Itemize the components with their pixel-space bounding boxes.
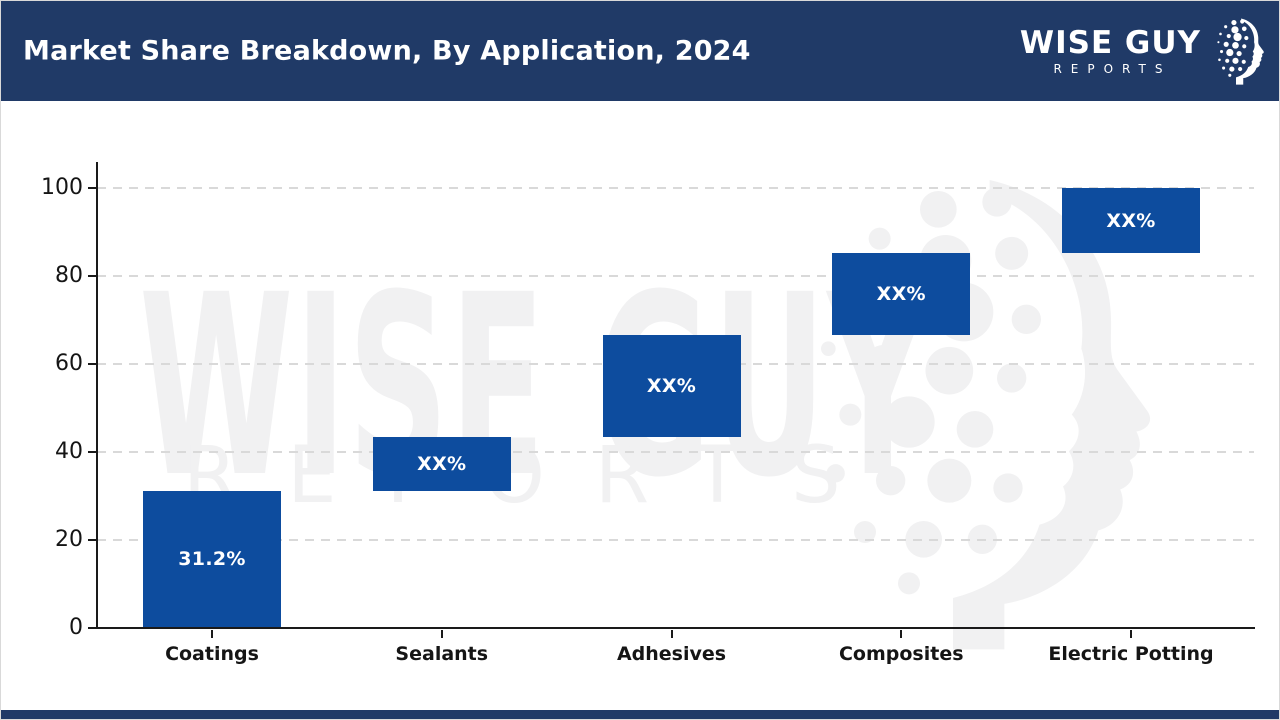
x-category-label: Sealants [395, 643, 489, 665]
y-tick-80 [88, 275, 97, 277]
logo-wordmark: WISE GUY [1019, 24, 1201, 61]
bar-value-label: XX% [876, 283, 926, 306]
bar-electric-potting: XX% [1062, 188, 1200, 254]
bar-adhesives: XX% [602, 335, 741, 437]
header-bar: Market Share Breakdown, By Application, … [1, 1, 1279, 101]
x-axis-line [96, 627, 1255, 629]
bar-sealants: XX% [372, 436, 511, 491]
x-category-label: Adhesives [616, 643, 727, 665]
y-axis-line [96, 162, 98, 629]
bar-coatings: 31.2% [143, 490, 281, 628]
gridline-20 [97, 539, 1254, 541]
x-tick-2 [670, 630, 673, 638]
bar-value-label: XX% [1106, 209, 1156, 232]
watermark-wordmark: WISE GUY [139, 241, 930, 532]
gridline-100 [97, 187, 1254, 189]
y-tick-label-20: 20 [55, 527, 83, 552]
x-tick-0 [211, 630, 213, 638]
gridline-40 [97, 451, 1254, 453]
y-tick-label-80: 80 [55, 263, 83, 288]
watermark-reports-text: REPORTS [183, 431, 891, 521]
bar-value-label: 31.2% [178, 548, 246, 571]
y-tick-label-100: 100 [41, 175, 83, 200]
gridline-80 [97, 275, 1254, 277]
y-tick-100 [88, 187, 97, 189]
page-title: Market Share Breakdown, By Application, … [23, 35, 751, 67]
x-category-label: Coatings [165, 643, 259, 665]
y-tick-label-40: 40 [55, 439, 83, 464]
footer-bar [1, 710, 1279, 719]
y-tick-label-60: 60 [55, 351, 83, 376]
logo-reports-text: REPORTS [1053, 61, 1172, 76]
logo-face-icon [1217, 18, 1264, 85]
bar-composites: XX% [832, 253, 971, 336]
x-tick-3 [900, 630, 903, 638]
y-tick-20 [88, 539, 97, 541]
bar-value-label: XX% [417, 452, 467, 475]
y-tick-60 [88, 363, 97, 365]
y-tick-0 [88, 627, 97, 629]
x-tick-1 [440, 630, 443, 638]
x-category-label: Composites [838, 643, 964, 665]
x-tick-4 [1130, 630, 1132, 638]
y-tick-40 [88, 451, 97, 453]
bar-value-label: XX% [646, 374, 697, 397]
y-tick-label-0: 0 [69, 615, 83, 640]
logo-text: WISE GUY REPORTS [1019, 24, 1201, 76]
wise-guy-reports-logo: WISE GUY REPORTS [1020, 7, 1267, 95]
x-category-label: Electric Potting [1048, 643, 1214, 665]
